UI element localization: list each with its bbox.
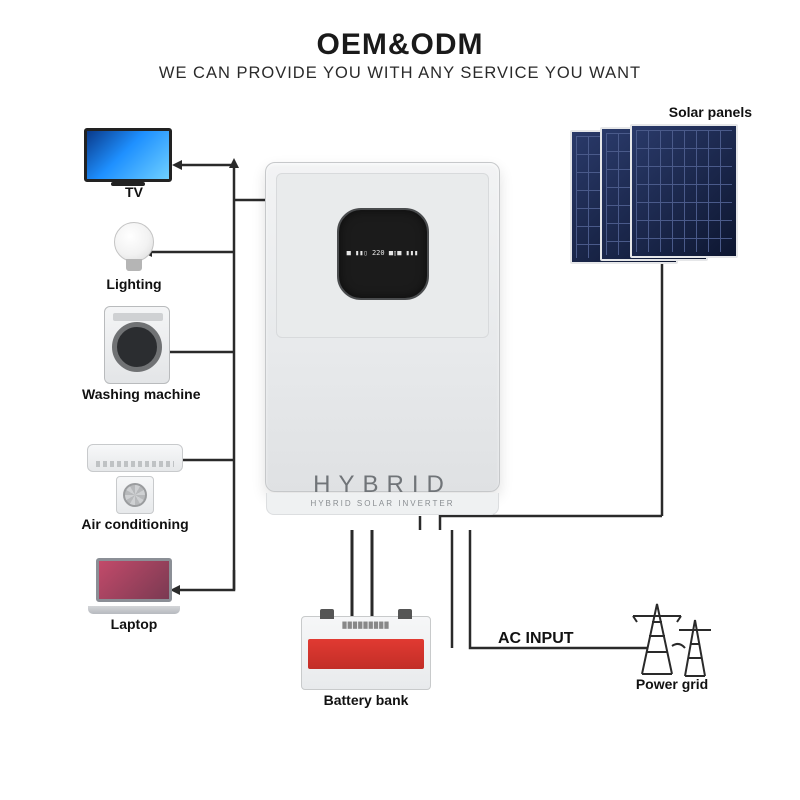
inverter-display: ■ ▮▮▯ 220 ■▯■ ▮▮▮ (337, 208, 429, 300)
inverter-strip: HYBRID SOLAR INVERTER (266, 493, 499, 515)
battery-bank: █████████ Battery bank (286, 616, 446, 708)
power-grid: Power grid (592, 586, 752, 692)
grid-label: Power grid (592, 676, 752, 692)
ac-label: Air conditioning (70, 516, 200, 532)
hybrid-inverter: ■ ▮▮▯ 220 ■▯■ ▮▮▮ HYBRID SOLAR INVERTER … (265, 162, 500, 492)
load-washer: Washing machine (82, 306, 192, 402)
tv-label: TV (84, 184, 184, 200)
lighting-label: Lighting (90, 276, 178, 292)
washer-label: Washing machine (82, 386, 192, 402)
load-tv: TV (84, 128, 184, 200)
ac-outdoor-icon (116, 476, 154, 514)
load-lighting: Lighting (90, 222, 178, 292)
ac-icon (87, 444, 183, 472)
ac-input-label: AC INPUT (498, 630, 574, 648)
battery-brand: █████████ (308, 623, 424, 635)
solar-label: Solar panels (570, 104, 770, 120)
tv-icon (84, 128, 172, 182)
battery-icon: █████████ (301, 616, 431, 690)
solar-panels: Solar panels (570, 102, 770, 264)
tower-icon (637, 586, 707, 674)
laptop-icon (88, 558, 180, 614)
load-laptop: Laptop (74, 558, 194, 632)
washer-icon (104, 306, 170, 384)
battery-label: Battery bank (286, 692, 446, 708)
solar-panels-icon (570, 124, 750, 264)
laptop-label: Laptop (74, 616, 194, 632)
bulb-icon (114, 222, 154, 262)
load-ac: Air conditioning (70, 444, 200, 532)
